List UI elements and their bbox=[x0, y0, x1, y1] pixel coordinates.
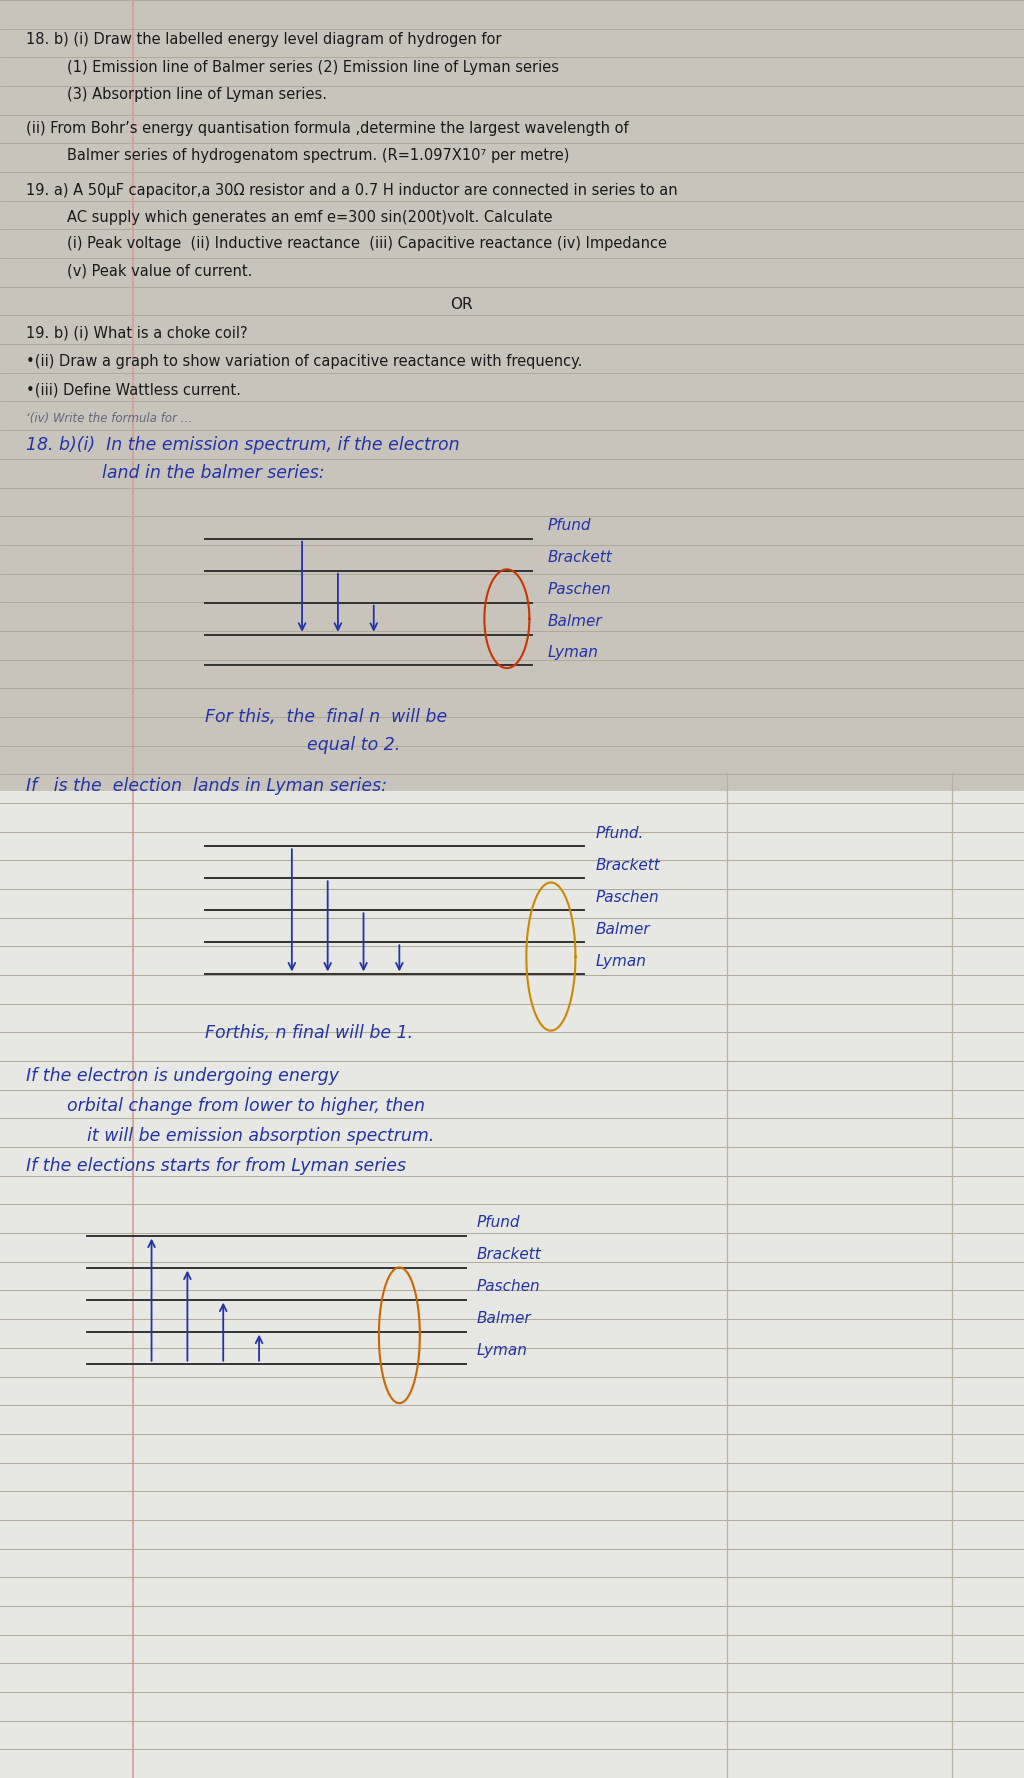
Text: (i) Peak voltage  (ii) Inductive reactance  (iii) Capacitive reactance (iv) Impe: (i) Peak voltage (ii) Inductive reactanc… bbox=[67, 236, 667, 251]
Text: •(iii) Define Wattless current.: •(iii) Define Wattless current. bbox=[26, 382, 241, 396]
Text: AC supply which generates an emf e=300 sin(200t)volt. Calculate: AC supply which generates an emf e=300 s… bbox=[67, 210, 552, 224]
Bar bbox=[0, 791, 1024, 1778]
Text: (3) Absorption line of Lyman series.: (3) Absorption line of Lyman series. bbox=[67, 87, 327, 101]
Text: Balmer: Balmer bbox=[596, 923, 650, 937]
Text: Pfund.: Pfund. bbox=[596, 827, 644, 841]
Text: If   is the  election  lands in Lyman series:: If is the election lands in Lyman series… bbox=[26, 777, 387, 795]
Text: For this,  the  final n  will be: For this, the final n will be bbox=[205, 708, 447, 725]
Text: If the electron is undergoing energy: If the electron is undergoing energy bbox=[26, 1067, 339, 1085]
Text: (v) Peak value of current.: (v) Peak value of current. bbox=[67, 263, 252, 277]
Text: OR: OR bbox=[451, 297, 473, 311]
Text: •(ii) Draw a graph to show variation of capacitive reactance with frequency.: •(ii) Draw a graph to show variation of … bbox=[26, 354, 582, 368]
Text: 18. b)(i)  In the emission spectrum, if the electron: 18. b)(i) In the emission spectrum, if t… bbox=[26, 436, 459, 453]
Text: Pfund: Pfund bbox=[476, 1216, 519, 1230]
Text: 19. a) A 50μF capacitor,a 30Ω resistor and a 0.7 H inductor are connected in ser: 19. a) A 50μF capacitor,a 30Ω resistor a… bbox=[26, 183, 677, 197]
Text: Brackett: Brackett bbox=[476, 1248, 541, 1262]
Text: Lyman: Lyman bbox=[476, 1344, 527, 1358]
Text: (1) Emission line of Balmer series (2) Emission line of Lyman series: (1) Emission line of Balmer series (2) E… bbox=[67, 60, 558, 75]
Text: ‘(iv) Write the formula for ...: ‘(iv) Write the formula for ... bbox=[26, 412, 191, 425]
Text: Brackett: Brackett bbox=[548, 551, 612, 565]
Bar bbox=[0, 0, 1024, 791]
Text: (ii) From Bohr’s energy quantisation formula ,determine the largest wavelength o: (ii) From Bohr’s energy quantisation for… bbox=[26, 121, 629, 135]
Text: Paschen: Paschen bbox=[596, 891, 659, 905]
Text: land in the balmer series:: land in the balmer series: bbox=[102, 464, 325, 482]
Text: orbital change from lower to higher, then: orbital change from lower to higher, the… bbox=[67, 1097, 425, 1115]
Text: Forthis, n final will be 1.: Forthis, n final will be 1. bbox=[205, 1024, 413, 1042]
Text: 19. b) (i) What is a choke coil?: 19. b) (i) What is a choke coil? bbox=[26, 325, 247, 340]
Text: it will be emission absorption spectrum.: it will be emission absorption spectrum. bbox=[87, 1127, 434, 1145]
Text: Balmer series of hydrogenatom spectrum. (R=1.097X10⁷ per metre): Balmer series of hydrogenatom spectrum. … bbox=[67, 148, 569, 162]
Text: 18. b) (i) Draw the labelled energy level diagram of hydrogen for: 18. b) (i) Draw the labelled energy leve… bbox=[26, 32, 501, 46]
Text: Brackett: Brackett bbox=[596, 859, 660, 873]
Text: Paschen: Paschen bbox=[548, 583, 611, 597]
Text: Paschen: Paschen bbox=[476, 1280, 540, 1294]
Text: Balmer: Balmer bbox=[548, 615, 602, 629]
Text: Lyman: Lyman bbox=[548, 645, 599, 660]
Text: equal to 2.: equal to 2. bbox=[307, 736, 400, 754]
Text: If the elections starts for from Lyman series: If the elections starts for from Lyman s… bbox=[26, 1157, 406, 1175]
Bar bbox=[0, 791, 1024, 1778]
Text: Balmer: Balmer bbox=[476, 1312, 530, 1326]
Text: Lyman: Lyman bbox=[596, 955, 647, 969]
Text: Pfund: Pfund bbox=[548, 519, 591, 533]
